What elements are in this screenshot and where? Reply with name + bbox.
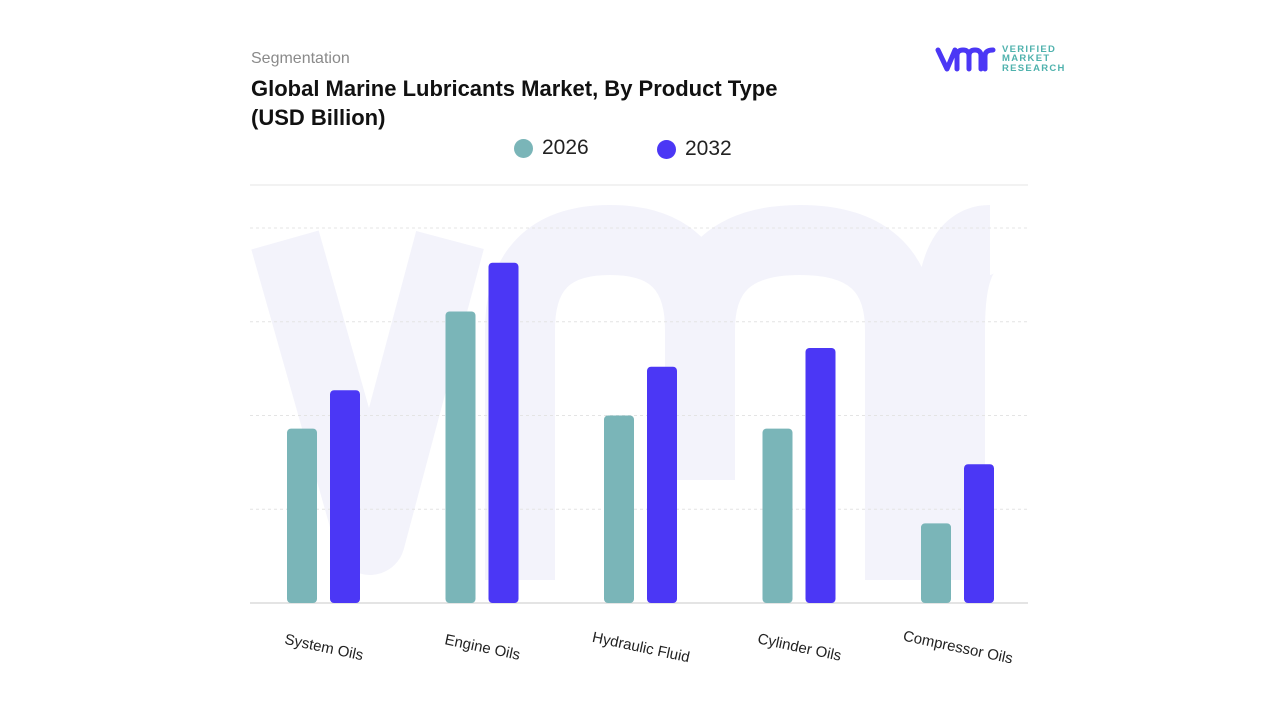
chart-title: Global Marine Lubricants Market, By Prod… — [251, 74, 871, 132]
title-line-1: Global Marine Lubricants Market, By Prod… — [251, 76, 778, 101]
bar-2032-compressor-oils — [964, 464, 994, 603]
x-tick-label: System Oils — [283, 631, 365, 664]
logo-text-verified: VERIFIED — [1002, 43, 1057, 55]
legend-label-2026: 2026 — [542, 136, 589, 159]
x-tick-label: Hydraulic Fluid — [591, 629, 692, 666]
logo-text: VERIFIED MARKET RESEARCH — [1002, 45, 1066, 74]
x-tick-label: Engine Oils — [443, 631, 522, 664]
x-tick-label: Cylinder Oils — [756, 630, 843, 664]
bar-2032-cylinder-oils — [805, 348, 836, 603]
legend-item-2026: 2026 — [514, 136, 589, 160]
bar-2032-hydraulic-fluid — [647, 366, 677, 603]
legend-swatch-2032 — [657, 139, 676, 159]
watermark-logo — [251, 205, 997, 580]
vmr-logo-mark-icon — [935, 47, 996, 72]
legend-label-2032: 2032 — [685, 137, 732, 160]
legend-item-2032: 2032 — [657, 137, 732, 161]
bar-2032-system-oils — [330, 390, 360, 603]
title-line-2: (USD Billion) — [251, 105, 386, 130]
bar-2026-system-oils — [287, 428, 317, 603]
x-tick-label: Compressor Oils — [902, 628, 1015, 668]
bar-2026-engine-oils — [445, 311, 476, 603]
vmr-logo: VERIFIED MARKET RESEARCH — [935, 44, 1066, 74]
section-label: Segmentation — [251, 50, 350, 67]
bar-2032-engine-oils — [488, 262, 519, 603]
logo-text-research: RESEARCH — [1002, 62, 1066, 74]
legend-swatch-2026 — [514, 138, 533, 158]
logo-text-market: MARKET — [1002, 53, 1051, 65]
bar-2026-hydraulic-fluid — [604, 415, 634, 603]
bar-2026-cylinder-oils — [762, 428, 793, 603]
bar-2026-compressor-oils — [921, 523, 951, 603]
